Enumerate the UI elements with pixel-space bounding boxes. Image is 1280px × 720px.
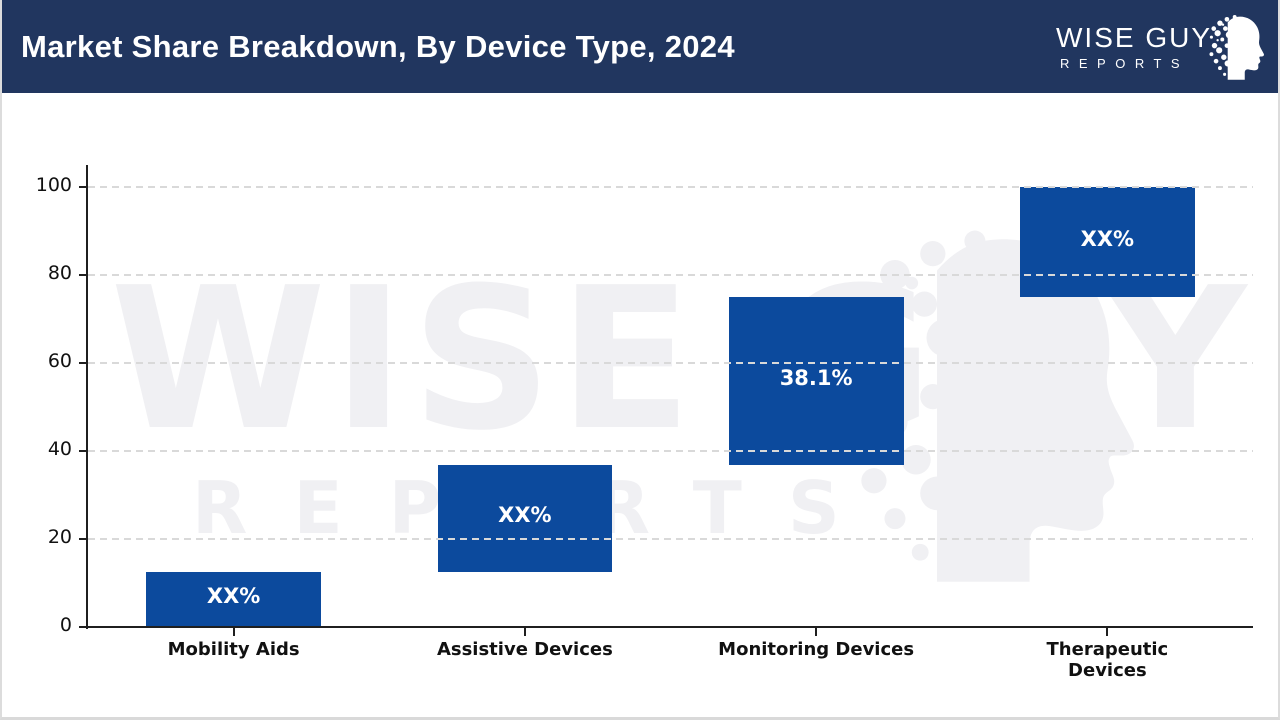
y-tick-mark <box>79 362 88 364</box>
wiseguy-logo: WISE GUY REPORTS <box>1056 5 1268 89</box>
y-tick-label: 60 <box>47 350 72 372</box>
y-axis-line <box>86 165 88 629</box>
y-tick-mark <box>79 626 88 628</box>
y-tick-mark <box>79 538 88 540</box>
bar-monitoring-devices <box>728 297 904 465</box>
y-tick-label: 100 <box>35 174 72 196</box>
header-bar: Market Share Breakdown, By Device Type, … <box>0 0 1280 93</box>
chart-title: Market Share Breakdown, By Device Type, … <box>21 28 735 64</box>
bar-label: XX% <box>1080 227 1135 251</box>
gridline-20 <box>88 538 1253 540</box>
category-label: Therapeutic Devices <box>1046 639 1169 682</box>
gridline-40 <box>88 450 1253 452</box>
x-axis-line <box>86 626 1253 628</box>
y-tick-label: 20 <box>47 526 72 548</box>
x-tick-mark <box>815 628 818 636</box>
y-tick-mark <box>79 186 88 188</box>
x-tick-mark <box>523 628 526 636</box>
category-label: Assistive Devices <box>436 639 613 660</box>
gridline-80 <box>88 274 1253 276</box>
bar-mobility-aids <box>146 571 321 627</box>
y-tick-label: 0 <box>59 614 72 636</box>
category-label: Mobility Aids <box>167 639 300 660</box>
bar-assistive-devices <box>437 464 613 572</box>
bar-therapeutic-devices <box>1020 187 1195 297</box>
category-label: Monitoring Devices <box>718 639 915 660</box>
logo-name: WISE GUY <box>1055 21 1212 53</box>
bar-label: XX% <box>498 503 552 528</box>
wiseguy-face-logo-icon <box>1209 15 1264 80</box>
bar-label: XX% <box>206 584 261 609</box>
gridline-60 <box>88 362 1253 364</box>
gridline-100 <box>88 186 1253 188</box>
wiseguy-logo-text: WISE GUY REPORTS <box>1055 21 1212 71</box>
x-tick-mark <box>232 628 235 636</box>
bar-label: 38.1% <box>779 365 853 390</box>
x-tick-mark <box>1106 628 1109 636</box>
logo-tagline: REPORTS <box>1059 55 1190 71</box>
y-tick-mark <box>79 274 88 276</box>
y-tick-label: 40 <box>47 438 72 460</box>
y-tick-label: 80 <box>47 262 72 284</box>
y-tick-mark <box>79 450 88 452</box>
